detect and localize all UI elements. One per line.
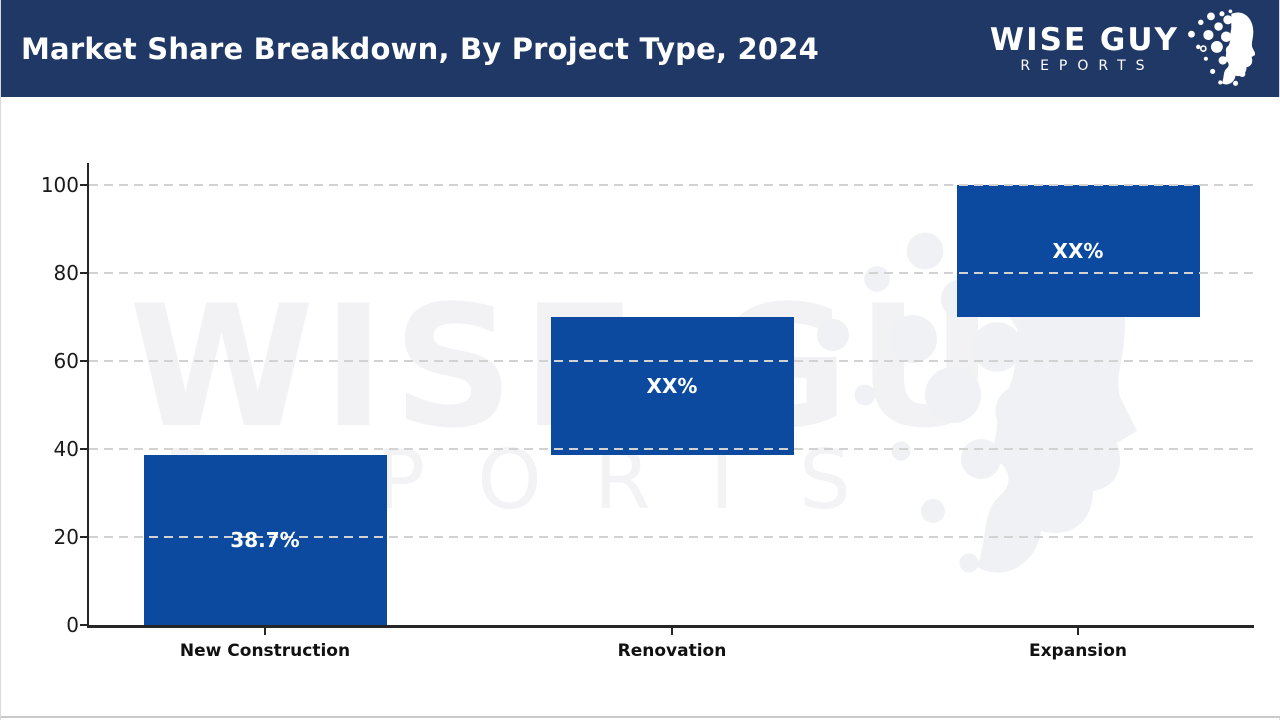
bar-new-construction — [143, 454, 387, 625]
x-category-label: Expansion — [1028, 641, 1128, 661]
face-profile-icon — [1188, 8, 1255, 86]
y-tick-label: 100 — [40, 173, 79, 197]
bar-value-label: 38.7% — [230, 527, 300, 552]
chart-area: WISE GUY REPORTS 38.7% XX% XX% 0 20 40 60 80 100… — [1, 97, 1280, 717]
y-tick-label: 60 — [53, 349, 79, 373]
gridline-y20 — [89, 536, 1254, 538]
y-tick-mark — [80, 184, 89, 186]
gridline-y60 — [89, 360, 1254, 362]
brand-logo: WISE GUY REPORTS — [990, 7, 1255, 91]
y-axis-line — [87, 163, 89, 627]
bar-value-label: XX% — [1052, 239, 1104, 263]
brand-logo-text: WISE GUY REPORTS — [989, 21, 1179, 74]
gridline-y100 — [89, 184, 1254, 186]
y-tick-label: 0 — [66, 613, 79, 637]
y-tick-mark — [80, 624, 89, 626]
header-bar: Market Share Breakdown, By Project Type,… — [1, 0, 1279, 97]
x-category-label: New Construction — [179, 641, 351, 661]
x-tick-mark — [671, 627, 673, 635]
x-tick-mark — [264, 627, 266, 635]
x-axis-line — [87, 625, 1254, 628]
y-tick-mark — [80, 360, 89, 362]
bottom-divider — [1, 716, 1280, 718]
x-tick-mark — [1077, 627, 1079, 635]
page-title: Market Share Breakdown, By Project Type,… — [21, 31, 820, 66]
gridline-y80 — [89, 272, 1254, 274]
y-tick-label: 20 — [53, 525, 79, 549]
x-category-label: Renovation — [617, 641, 727, 661]
brand-name: WISE GUY — [989, 21, 1179, 58]
gridline-y40 — [89, 448, 1254, 450]
brand-subtitle: REPORTS — [1020, 57, 1155, 74]
bar-value-label: XX% — [646, 373, 698, 398]
y-tick-mark — [80, 272, 89, 274]
y-tick-label: 80 — [53, 261, 79, 285]
y-tick-mark — [80, 536, 89, 538]
y-tick-label: 40 — [53, 437, 79, 461]
y-tick-mark — [80, 448, 89, 450]
bar-renovation — [550, 317, 794, 455]
